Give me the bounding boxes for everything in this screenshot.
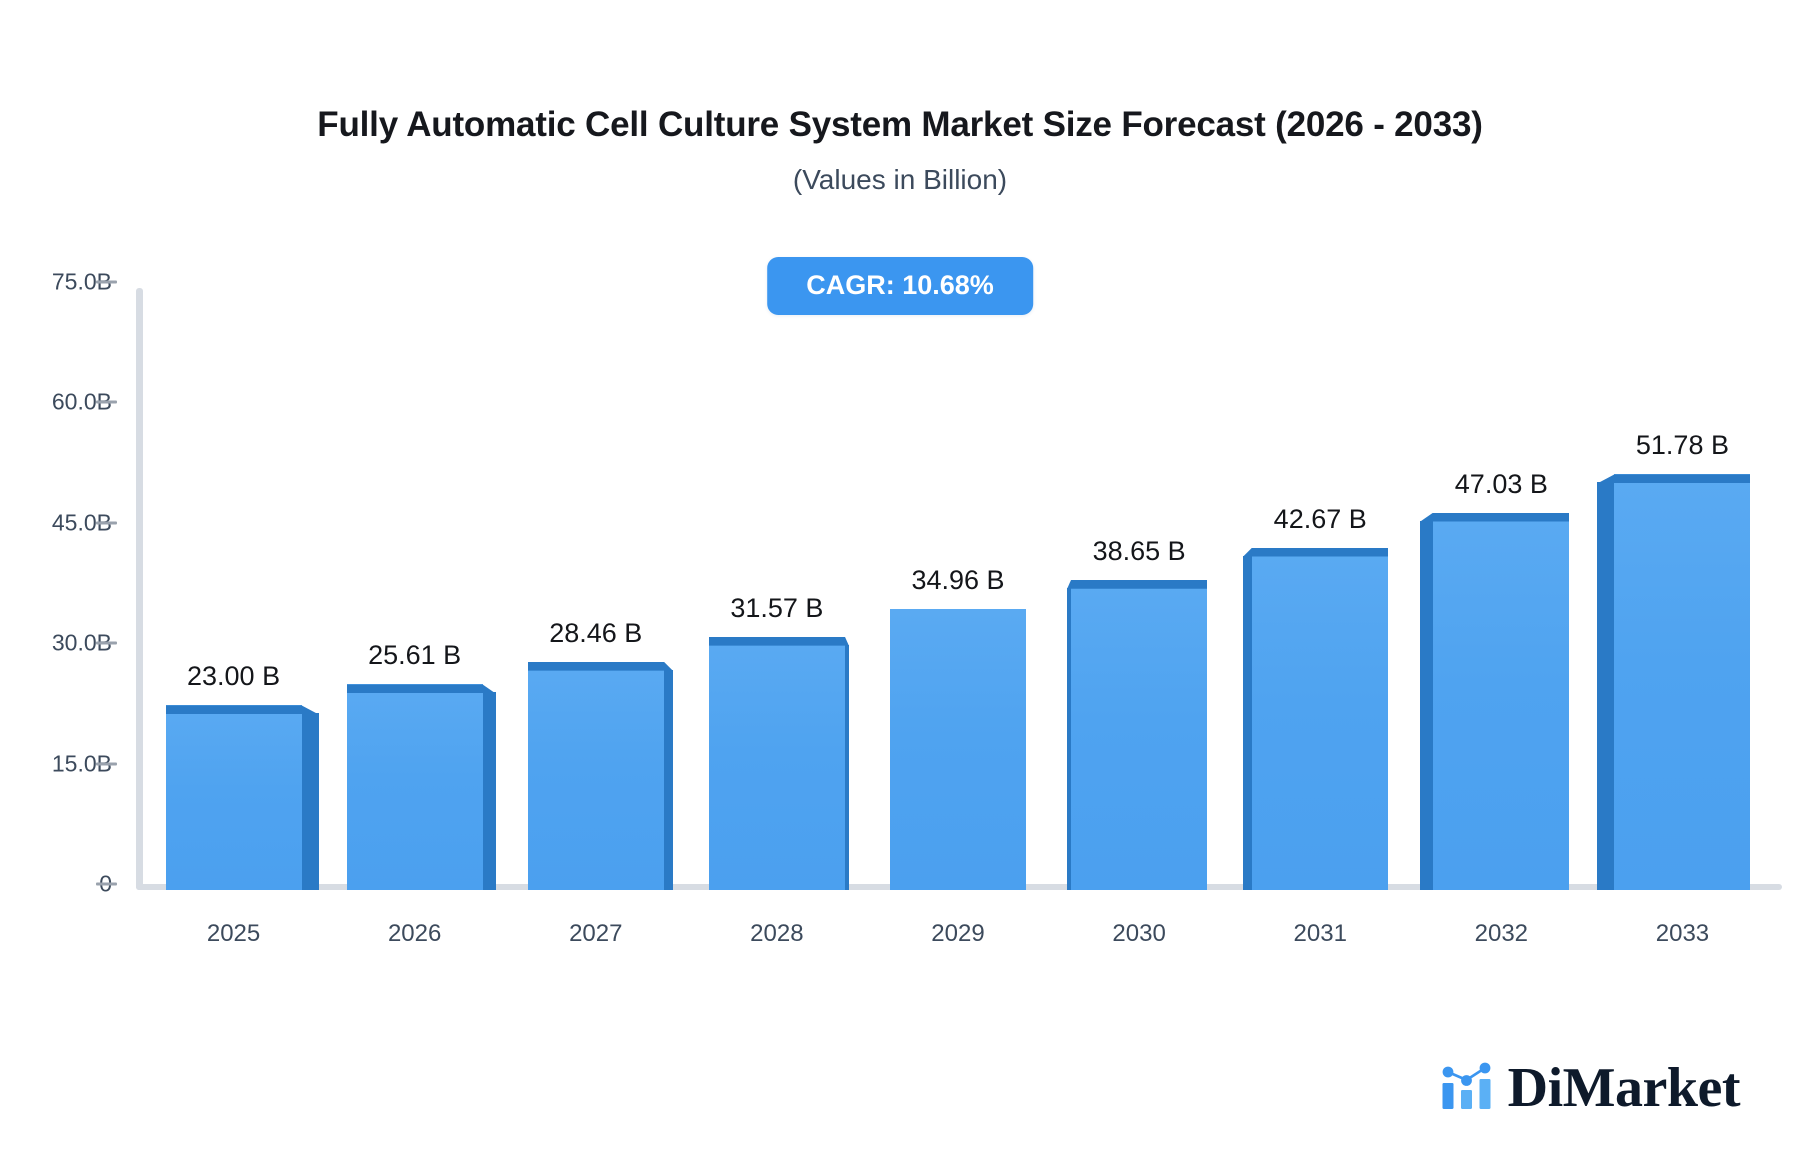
bar-front-face — [1614, 474, 1751, 890]
bar-side-face — [1420, 520, 1434, 890]
x-tick-label: 2027 — [569, 920, 623, 947]
x-tick-label: 2026 — [387, 920, 442, 947]
bar-side-face — [663, 669, 673, 890]
bar-top-face — [1243, 547, 1389, 557]
bar[interactable]: 38.65 B — [1067, 536, 1208, 890]
y-tick-mark — [96, 280, 117, 284]
y-tick-mark — [96, 762, 117, 766]
bar[interactable]: 34.96 B — [890, 565, 1026, 890]
bar[interactable]: 47.03 B — [1420, 469, 1570, 890]
chart-subtitle: (Values in Billion) — [792, 164, 1008, 195]
y-tick-mark — [96, 641, 117, 645]
x-tick-label: 2029 — [931, 920, 985, 947]
y-tick-mark — [96, 882, 117, 886]
bar-group[interactable]: 28.46 B — [527, 288, 673, 890]
bar-value-label: 42.67 B — [1273, 503, 1367, 534]
bar-group[interactable]: 42.67 B — [1243, 288, 1389, 890]
bar-group[interactable]: 25.61 B — [346, 288, 496, 890]
bar-front-face — [1433, 512, 1570, 890]
bar-value-label: 38.65 B — [1092, 535, 1186, 566]
bar-front-face — [527, 661, 664, 890]
cagr-badge: CAGR: 10.68% — [767, 257, 1033, 315]
bar-value-label: 47.03 B — [1454, 468, 1548, 499]
bar-side-face — [1597, 482, 1615, 890]
x-tick-label: 2033 — [1655, 920, 1710, 947]
bar-top-face — [1067, 579, 1208, 589]
bar-value-label: 25.61 B — [368, 640, 462, 671]
bar-value-label: 23.00 B — [187, 661, 281, 692]
bar[interactable]: 28.46 B — [527, 618, 673, 890]
bar-front-face — [1071, 579, 1208, 890]
bar-value-label: 51.78 B — [1635, 430, 1729, 461]
bar-front-face — [165, 705, 302, 890]
chart-header: Fully Automatic Cell Culture System Mark… — [0, 104, 1800, 197]
page-title: Fully Automatic Cell Culture System Mark… — [317, 105, 1483, 144]
bar-top-face — [1597, 474, 1751, 484]
x-tick-label: 2032 — [1474, 920, 1529, 947]
y-axis-line — [136, 288, 143, 890]
bar-group[interactable]: 31.57 B — [708, 288, 849, 890]
x-tick-label: 2031 — [1293, 920, 1347, 947]
logo-text: DiMarket — [1507, 1056, 1741, 1119]
bar-side-face — [301, 713, 319, 890]
bar-group[interactable]: 51.78 B — [1597, 288, 1751, 890]
brand-logo: DiMarket — [1439, 1056, 1741, 1119]
bar[interactable]: 42.67 B — [1243, 504, 1389, 890]
bar[interactable]: 25.61 B — [346, 640, 496, 890]
bar-front-face — [708, 636, 845, 890]
bar-series: 23.00 B 25.61 B 28.46 B 31.57 B 34.96 B 38.65… — [143, 288, 1773, 890]
x-tick-label: 2028 — [750, 920, 804, 947]
bar-side-face — [1243, 555, 1253, 890]
bar-top-face — [528, 662, 673, 671]
bar-front-face — [890, 609, 1026, 890]
y-tick-mark — [96, 400, 117, 404]
bar-group[interactable]: 34.96 B — [890, 288, 1026, 890]
y-tick-mark — [96, 521, 117, 525]
bar-side-face — [1067, 587, 1072, 890]
bar[interactable]: 23.00 B — [165, 661, 319, 890]
bar-value-label: 28.46 B — [549, 617, 643, 648]
bar-chart-icon — [1439, 1059, 1495, 1116]
bar-top-face — [709, 637, 849, 646]
bar-front-face — [346, 684, 483, 890]
bar-top-face — [347, 684, 496, 693]
bar-group[interactable]: 38.65 B — [1067, 288, 1208, 890]
x-tick-label: 2030 — [1112, 920, 1166, 947]
x-axis-labels: 2025 2026 2027 2028 2029 2030 2031 2032 2033 — [143, 920, 1773, 960]
bar-side-face — [482, 692, 496, 890]
bar-value-label: 31.57 B — [730, 592, 824, 623]
bar[interactable]: 51.78 B — [1597, 430, 1751, 890]
bar-top-face — [166, 705, 319, 714]
bar-group[interactable]: 23.00 B — [165, 288, 319, 890]
bar[interactable]: 31.57 B — [708, 593, 849, 890]
x-tick-label: 2025 — [206, 920, 261, 947]
bar-top-face — [1420, 512, 1570, 522]
bar-front-face — [1252, 547, 1389, 890]
bar-value-label: 34.96 B — [911, 565, 1005, 596]
bar-side-face — [844, 644, 849, 890]
bar-group[interactable]: 47.03 B — [1420, 288, 1570, 890]
